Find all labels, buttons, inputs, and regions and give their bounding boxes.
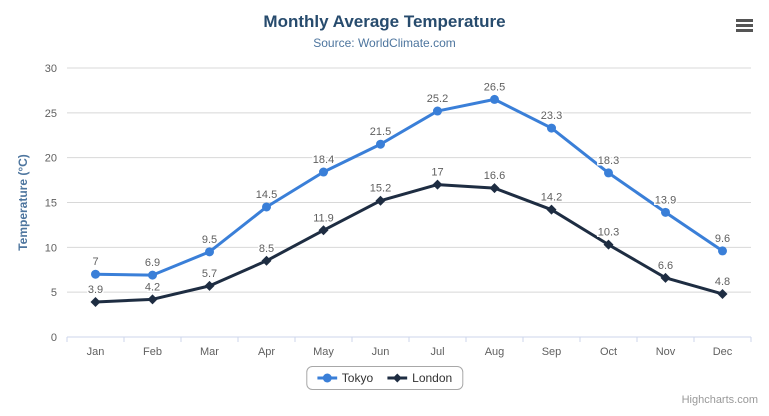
legend-label-tokyo: Tokyo bbox=[341, 371, 374, 385]
svg-text:Temperature (°C): Temperature (°C) bbox=[16, 154, 30, 251]
svg-text:5.7: 5.7 bbox=[202, 268, 217, 280]
legend-label-london: London bbox=[412, 371, 453, 385]
legend: Tokyo London bbox=[305, 366, 464, 390]
svg-text:Aug: Aug bbox=[485, 346, 505, 358]
svg-text:23.3: 23.3 bbox=[541, 110, 562, 122]
svg-text:17: 17 bbox=[431, 167, 443, 179]
legend-item-tokyo[interactable]: Tokyo bbox=[316, 371, 374, 385]
svg-text:20: 20 bbox=[45, 153, 57, 165]
svg-text:8.5: 8.5 bbox=[259, 243, 274, 255]
svg-text:9.5: 9.5 bbox=[202, 234, 217, 246]
svg-text:25: 25 bbox=[45, 108, 57, 120]
svg-text:11.9: 11.9 bbox=[313, 212, 334, 224]
svg-text:14.2: 14.2 bbox=[541, 192, 562, 204]
hamburger-menu-icon bbox=[736, 19, 753, 22]
svg-text:7: 7 bbox=[92, 256, 98, 268]
svg-text:Apr: Apr bbox=[258, 346, 275, 358]
legend-item-london[interactable]: London bbox=[387, 371, 452, 385]
chart-subtitle: Source: WorldClimate.com bbox=[313, 36, 456, 50]
svg-text:4.8: 4.8 bbox=[715, 276, 730, 288]
svg-text:4.2: 4.2 bbox=[145, 281, 160, 293]
tokyo-series-marker-icon bbox=[316, 373, 337, 383]
svg-text:18.4: 18.4 bbox=[313, 154, 334, 166]
svg-text:30: 30 bbox=[45, 63, 57, 75]
svg-text:Mar: Mar bbox=[200, 346, 219, 358]
svg-text:Oct: Oct bbox=[600, 346, 617, 358]
svg-text:Nov: Nov bbox=[656, 346, 676, 358]
svg-text:6.9: 6.9 bbox=[145, 257, 160, 269]
svg-text:Jun: Jun bbox=[372, 346, 390, 358]
svg-text:21.5: 21.5 bbox=[370, 126, 391, 138]
svg-text:14.5: 14.5 bbox=[256, 189, 277, 201]
svg-text:10: 10 bbox=[45, 242, 57, 254]
hamburger-menu-icon bbox=[736, 24, 753, 27]
svg-text:0: 0 bbox=[51, 332, 57, 344]
svg-text:Jul: Jul bbox=[430, 346, 444, 358]
london-series-marker-icon bbox=[387, 373, 408, 383]
svg-text:25.2: 25.2 bbox=[427, 93, 448, 105]
svg-text:5: 5 bbox=[51, 287, 57, 299]
svg-text:16.6: 16.6 bbox=[484, 170, 505, 182]
credits-link[interactable]: Highcharts.com bbox=[681, 394, 758, 406]
hamburger-menu-icon bbox=[736, 29, 753, 32]
svg-text:6.6: 6.6 bbox=[658, 260, 673, 272]
svg-text:Dec: Dec bbox=[713, 346, 733, 358]
context-menu-button[interactable] bbox=[734, 17, 755, 34]
svg-text:18.3: 18.3 bbox=[598, 155, 619, 167]
svg-text:May: May bbox=[313, 346, 334, 358]
svg-text:3.9: 3.9 bbox=[88, 284, 103, 296]
svg-text:15: 15 bbox=[45, 198, 57, 210]
svg-text:15.2: 15.2 bbox=[370, 183, 391, 195]
svg-text:13.9: 13.9 bbox=[655, 194, 676, 206]
svg-text:9.6: 9.6 bbox=[715, 233, 730, 245]
chart-title: Monthly Average Temperature bbox=[263, 12, 506, 31]
svg-text:26.5: 26.5 bbox=[484, 81, 505, 93]
svg-text:Sep: Sep bbox=[542, 346, 562, 358]
svg-text:Jan: Jan bbox=[87, 346, 105, 358]
svg-text:Feb: Feb bbox=[143, 346, 162, 358]
svg-text:10.3: 10.3 bbox=[598, 227, 619, 239]
